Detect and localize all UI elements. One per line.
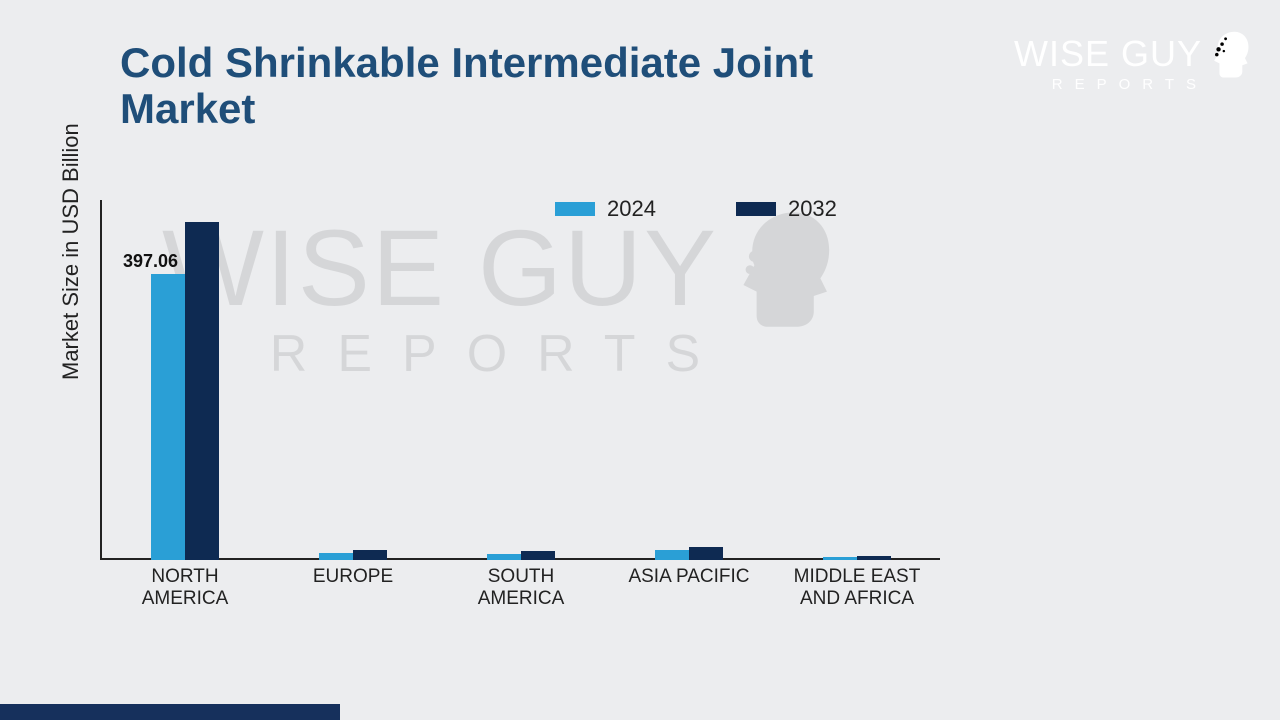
y-axis-line <box>100 200 102 560</box>
bar <box>151 274 185 560</box>
chart-title: Cold Shrinkable Intermediate Joint Marke… <box>120 40 840 132</box>
bar-value-label: 397.06 <box>123 251 178 272</box>
bar <box>689 547 723 560</box>
x-axis-category-label: EUROPE <box>283 566 423 588</box>
bar <box>823 557 857 560</box>
x-axis-category-label: MIDDLE EAST AND AFRICA <box>787 566 927 610</box>
logo-line2: REPORTS <box>1014 76 1208 93</box>
bar <box>319 553 353 560</box>
bar <box>487 554 521 560</box>
x-axis-category-label: ASIA PACIFIC <box>619 566 759 588</box>
brand-logo: WISE GUY REPORTS <box>1014 30 1252 93</box>
bar <box>857 556 891 560</box>
x-axis-category-label: NORTH AMERICA <box>115 566 255 610</box>
y-axis-label: Market Size in USD Billion <box>58 123 84 380</box>
bar <box>353 550 387 560</box>
chart-infographic: WISE GUY REPORTS WISE GUY REPORTS Cold S… <box>0 0 1280 720</box>
bottom-accent-bar <box>0 704 340 720</box>
x-axis-category-label: SOUTH AMERICA <box>451 566 591 610</box>
bar <box>521 551 555 560</box>
logo-line1: WISE GUY <box>1014 33 1202 75</box>
bar <box>185 222 219 560</box>
head-silhouette-icon <box>1208 30 1252 78</box>
bar <box>655 550 689 560</box>
right-navy-panel <box>950 0 1280 720</box>
bar-chart: 397.06NORTH AMERICAEUROPESOUTH AMERICAAS… <box>100 200 940 560</box>
